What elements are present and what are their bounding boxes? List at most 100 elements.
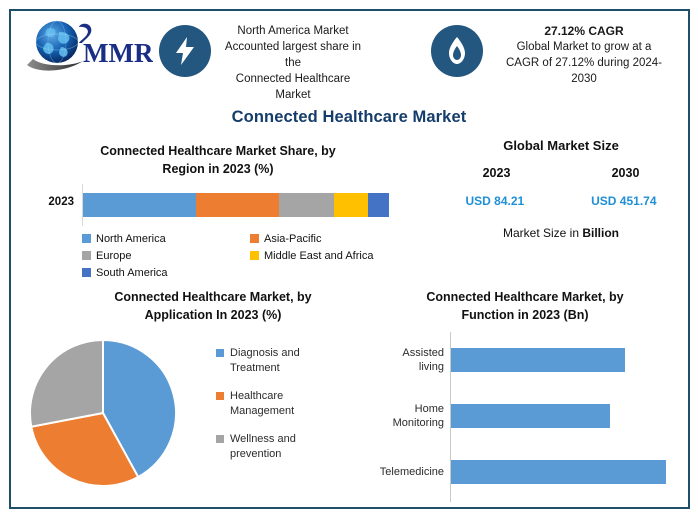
legend-swatch-icon	[82, 251, 91, 260]
function-bar	[451, 404, 611, 428]
region-segment-4	[367, 193, 389, 217]
region-legend-item: North America	[82, 230, 250, 247]
application-title-line1: Connected Healthcare Market, by	[114, 290, 312, 304]
legend-label-line1: Diagnosis and	[230, 347, 300, 359]
function-title-line2: Function in 2023 (Bn)	[461, 308, 589, 322]
chart-function-title: Connected Healthcare Market, by Function…	[360, 288, 690, 324]
region-legend-label: Middle East and Africa	[264, 249, 374, 262]
region-segment-3	[333, 193, 368, 217]
region-legend-label: Asia-Pacific	[264, 232, 322, 245]
function-row: Telemedicine	[360, 444, 690, 500]
header-badge-north-america-text: North America Market Accounted largest s…	[217, 23, 369, 103]
region-segment-0	[83, 193, 197, 217]
chart-region-share: Connected Healthcare Market Share, by Re…	[18, 142, 418, 279]
region-title-line1: Connected Healthcare Market Share, by	[100, 144, 336, 158]
global-market-size-years: 2023 2030	[432, 166, 690, 180]
region-legend-label: South America	[96, 266, 168, 279]
region-legend-label: Europe	[96, 249, 132, 262]
gms-unit-plain: Market Size in	[502, 226, 583, 240]
function-category-label: Telemedicine	[360, 444, 444, 500]
region-legend-label: North America	[96, 232, 166, 245]
legend-swatch-icon	[216, 392, 224, 400]
badge1-line2: Accounted largest share in the	[224, 41, 362, 69]
function-row: Assisted living	[360, 332, 690, 388]
gms-year-2030: 2030	[611, 166, 640, 180]
region-legend-item: Asia-Pacific	[250, 230, 418, 247]
application-pie	[28, 338, 178, 488]
function-label-line: Assisted	[402, 347, 444, 359]
legend-label-line1: Healthcare	[230, 390, 284, 402]
function-label-line: Telemedicine	[379, 466, 444, 478]
legend-label-line2: prevention	[230, 448, 282, 460]
application-legend-item: Wellness and prevention	[216, 432, 366, 462]
legend-swatch-icon	[250, 251, 259, 260]
badge1-line1: North America Market	[237, 25, 349, 37]
application-legend: Diagnosis and Treatment Healthcare Manageme…	[216, 346, 366, 475]
legend-label-line2: Management	[230, 405, 295, 417]
badge2-line2: Global Market to grow at a	[516, 41, 652, 53]
gms-value-2030: USD 451.74	[591, 194, 657, 208]
function-bar	[451, 348, 626, 372]
legend-label-line1: Wellness and	[230, 433, 296, 445]
legend-swatch-icon	[216, 349, 224, 357]
global-market-size-panel: Global Market Size 2023 2030 USD 84.21 U…	[432, 138, 690, 268]
gms-value-2023: USD 84.21	[465, 194, 525, 208]
global-market-size-values: USD 84.21 USD 451.74	[432, 194, 690, 208]
application-legend-item: Healthcare Management	[216, 389, 366, 419]
legend-label-line2: Treatment	[230, 362, 280, 374]
function-category-label: Home Monitoring	[360, 388, 444, 444]
function-title-line1: Connected Healthcare Market, by	[426, 290, 624, 304]
badge2-line4: 2030	[571, 73, 597, 85]
region-title-line2: Region in 2023 (%)	[162, 162, 274, 176]
application-legend-label: Wellness and prevention	[230, 432, 296, 462]
global-market-size-title: Global Market Size	[503, 138, 619, 153]
mmr-logo-text: MMR	[83, 38, 153, 68]
region-legend-item: Middle East and Africa	[250, 247, 418, 264]
legend-swatch-icon	[82, 268, 91, 277]
header: MMR North America Market Accounted large…	[11, 11, 688, 101]
function-category-label: Assisted living	[360, 332, 444, 388]
function-label-line: Home	[414, 403, 444, 415]
application-legend-label: Healthcare Management	[230, 389, 294, 419]
function-label-line: living	[418, 361, 444, 373]
legend-swatch-icon	[216, 435, 224, 443]
badge1-line3: Connected Healthcare Market	[235, 73, 351, 101]
gms-year-2023: 2023	[482, 166, 511, 180]
region-segment-2	[278, 193, 334, 217]
gms-unit-bold: Billion	[582, 226, 620, 240]
page-title: Connected Healthcare Market	[231, 108, 467, 126]
badge2-line3: CAGR of 27.12% during 2024-	[506, 57, 662, 69]
chart-application-title: Connected Healthcare Market, by Applicat…	[18, 288, 408, 324]
flame-icon	[431, 25, 483, 77]
pie-slice-0	[102, 338, 177, 479]
legend-swatch-icon	[250, 234, 259, 243]
region-segment-1	[196, 193, 279, 217]
region-legend-item: South America	[82, 264, 250, 281]
function-plot-area: Assisted living Home Monitoring Telemedicine	[360, 332, 690, 502]
region-category-label: 2023	[48, 196, 74, 208]
chart-application-share: Connected Healthcare Market, by Applicat…	[18, 288, 408, 503]
region-legend: North America Asia-Pacific Europe Middle Ea…	[82, 230, 418, 281]
region-y-axis	[82, 184, 83, 226]
application-title-line2: Application In 2023 (%)	[144, 308, 282, 322]
region-legend-item: Europe	[82, 247, 250, 264]
application-legend-label: Diagnosis and Treatment	[230, 346, 300, 376]
badge2-line1: 27.12% CAGR	[544, 24, 624, 38]
region-plot-area: 2023	[18, 184, 418, 226]
function-y-axis	[450, 332, 451, 502]
application-legend-item: Diagnosis and Treatment	[216, 346, 366, 376]
lightning-bolt-icon	[159, 25, 211, 77]
legend-swatch-icon	[82, 234, 91, 243]
chart-region-share-title: Connected Healthcare Market Share, by Re…	[18, 142, 418, 178]
global-market-size-unit: Market Size in Billion	[432, 226, 690, 240]
header-badge-cagr-text: 27.12% CAGR Global Market to grow at a C…	[487, 23, 681, 87]
region-stacked-bar	[83, 193, 389, 217]
pie-slice-2	[29, 338, 104, 428]
pie-slice-1	[30, 411, 140, 487]
function-row: Home Monitoring	[360, 388, 690, 444]
chart-function: Connected Healthcare Market, by Function…	[360, 288, 690, 503]
mmr-logo: MMR	[25, 17, 153, 75]
function-bar	[451, 460, 666, 484]
function-label-line: Monitoring	[392, 417, 444, 429]
